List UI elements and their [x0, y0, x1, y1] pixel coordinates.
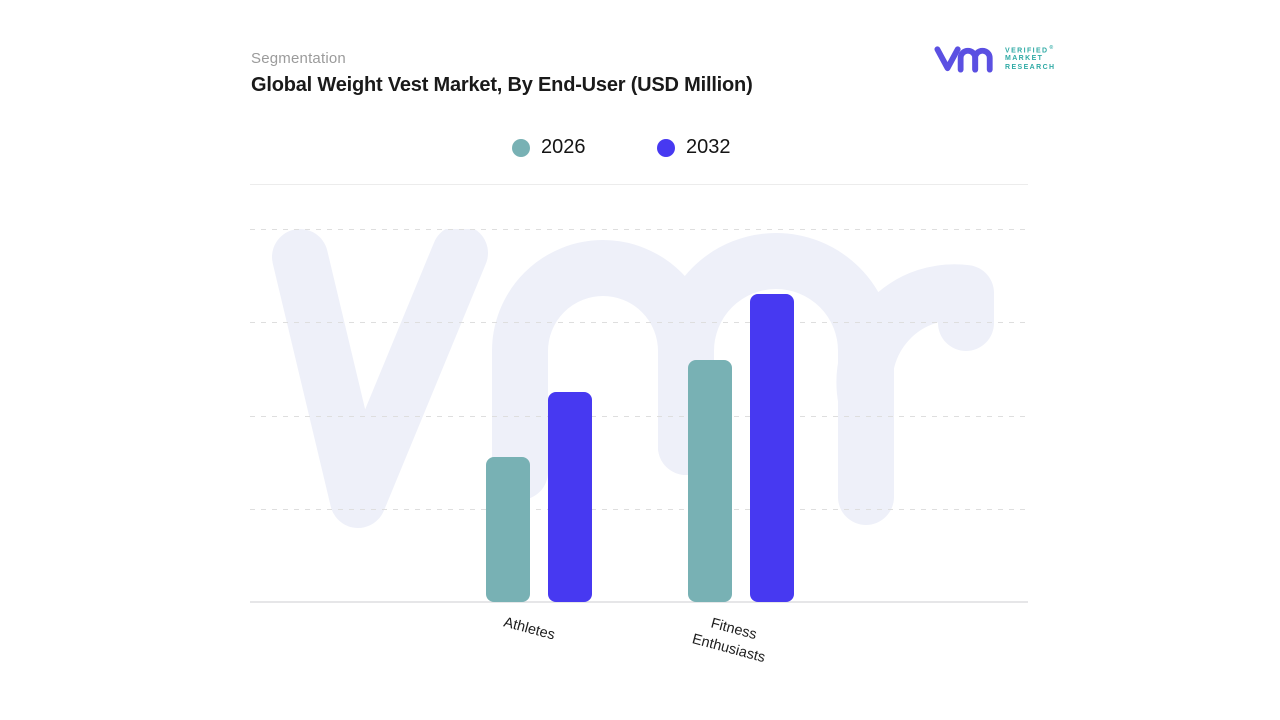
- vmr-watermark-icon: [272, 229, 994, 528]
- x-tick-label-fitness-enthusiasts: Fitness Enthusiasts: [690, 615, 767, 666]
- vmr-logo-icon: [934, 46, 993, 73]
- eyebrow-label: Segmentation: [251, 50, 346, 67]
- bar-2026-fitness-enthusiasts: [688, 359, 732, 602]
- x-tick-label-athletes: Athletes: [501, 614, 557, 644]
- bar-2026-athletes: [486, 457, 530, 602]
- bar-2032-fitness-enthusiasts: [750, 294, 794, 602]
- x-axis-line: [250, 601, 1028, 603]
- legend-label-2032: 2032: [686, 136, 731, 158]
- gridline: [250, 415, 1028, 417]
- plot-area: Athletes Fitness Enthusiasts: [250, 229, 1028, 666]
- header-divider: [250, 184, 1028, 185]
- brand-line-1: VERIFIED®: [1005, 44, 1054, 54]
- gridline: [250, 508, 1028, 510]
- legend-swatch-2032: [657, 138, 675, 157]
- legend-item-2026: 2026: [512, 136, 586, 159]
- brand-line-2: MARKET: [1005, 55, 1044, 63]
- brand-logo-text: VERIFIED® MARKET RESEARCH: [1005, 44, 1055, 73]
- gridline: [250, 322, 1028, 324]
- legend-label-2026: 2026: [541, 136, 586, 158]
- x-axis-labels: Athletes Fitness Enthusiasts: [250, 602, 1028, 692]
- brand-logo: VERIFIED® MARKET RESEARCH: [933, 42, 1055, 74]
- legend-item-2032: 2032: [657, 136, 731, 159]
- page-title: Global Weight Vest Market, By End-User (…: [251, 74, 753, 96]
- registered-trademark-icon: ®: [1049, 44, 1054, 51]
- legend-swatch-2026: [512, 138, 530, 157]
- gridline: [250, 229, 1028, 230]
- brand-line-3: RESEARCH: [1005, 63, 1056, 71]
- bar-2032-athletes: [548, 392, 592, 602]
